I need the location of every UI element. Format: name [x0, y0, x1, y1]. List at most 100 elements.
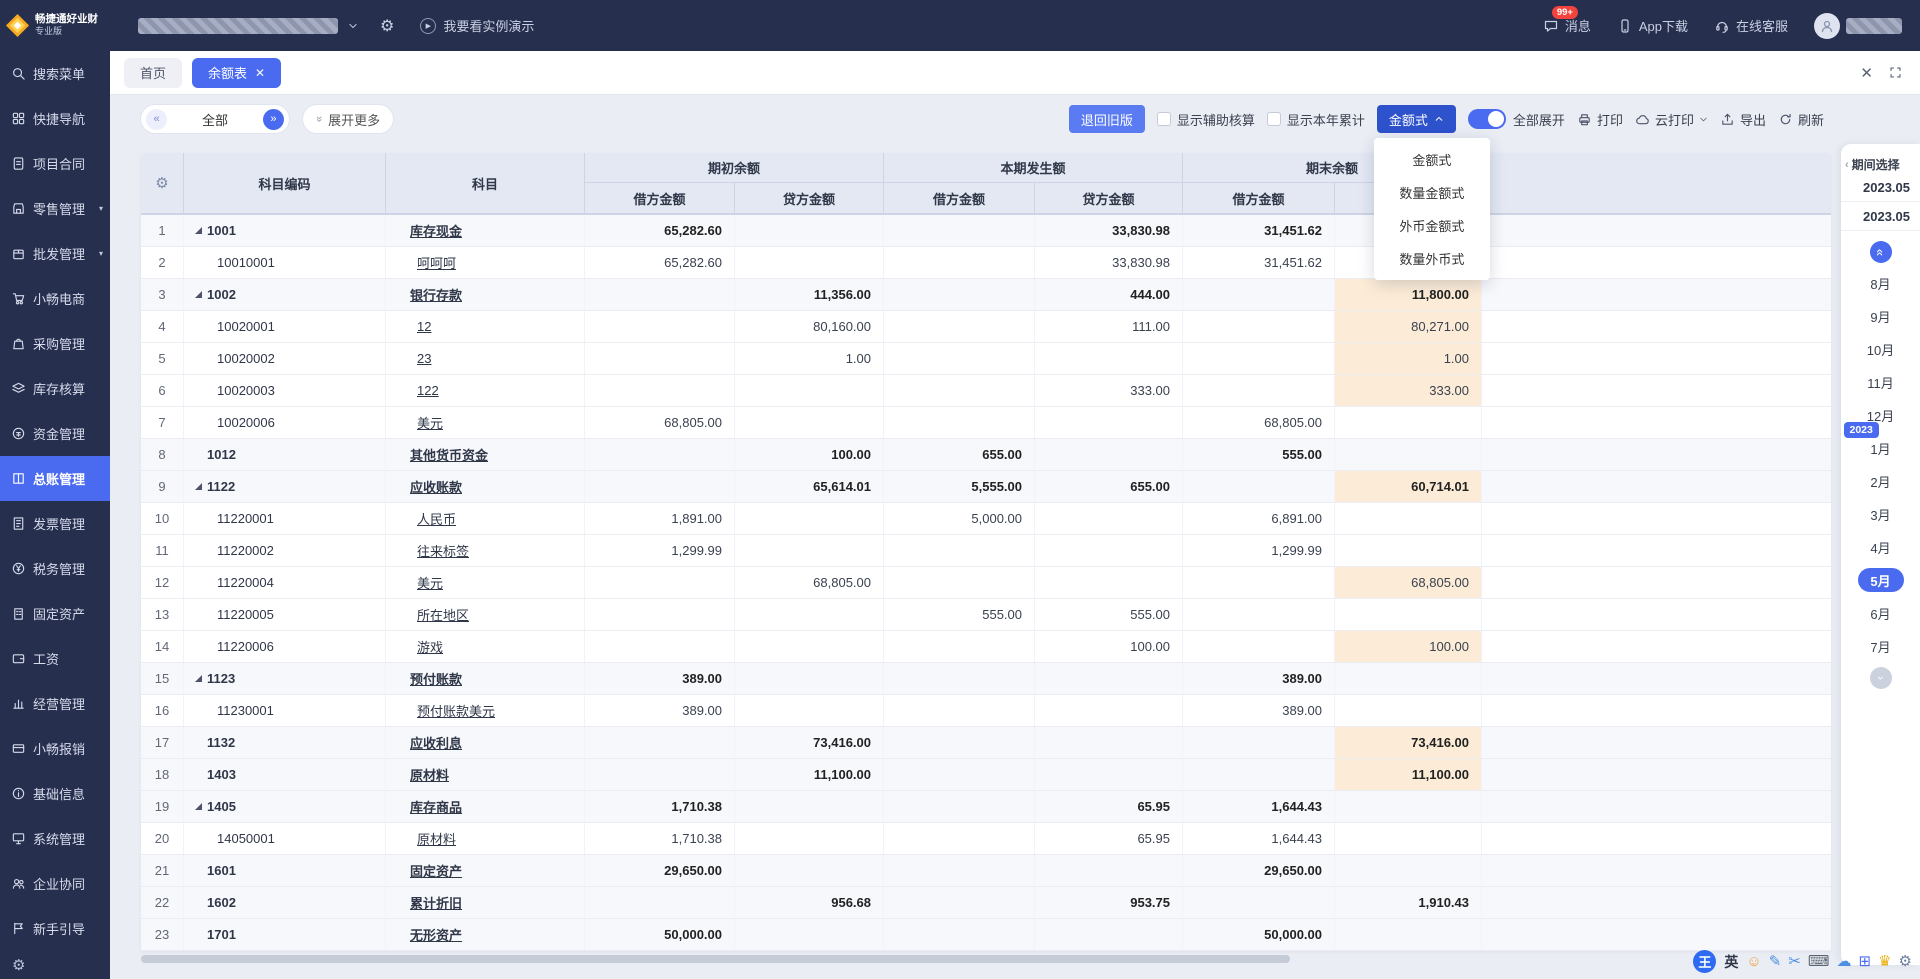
- horizontal-scrollbar-thumb[interactable]: [141, 955, 1291, 963]
- expand-more-button[interactable]: » 展开更多: [302, 104, 395, 134]
- account-name-link[interactable]: 往来标签: [417, 544, 470, 559]
- expand-toggle-icon[interactable]: [192, 483, 205, 490]
- period-month-1月[interactable]: 1月: [1870, 441, 1891, 457]
- account-name-link[interactable]: 原材料: [410, 768, 450, 783]
- account-name-link[interactable]: 银行存款: [410, 288, 463, 303]
- grid-icon[interactable]: ⊞: [1858, 953, 1872, 970]
- sidebar-item-tax[interactable]: 税务管理: [0, 546, 110, 591]
- account-name-link[interactable]: 原材料: [417, 832, 457, 847]
- period-month-3月[interactable]: 3月: [1870, 507, 1891, 523]
- period-month-6月[interactable]: 6月: [1870, 606, 1891, 622]
- org-selector[interactable]: [138, 17, 358, 34]
- scissors-icon[interactable]: ✂: [1788, 953, 1801, 970]
- format-menu-item-0[interactable]: 金额式: [1412, 153, 1452, 168]
- show-ytd-checkbox-group[interactable]: 显示本年累计: [1266, 110, 1365, 129]
- smiley-icon[interactable]: ☺: [1746, 953, 1762, 970]
- period-month-4月[interactable]: 4月: [1870, 540, 1891, 556]
- account-name-link[interactable]: 应收账款: [410, 480, 463, 495]
- format-menu-item-3[interactable]: 数量外币式: [1399, 252, 1465, 267]
- format-menu-item-2[interactable]: 外币金额式: [1399, 219, 1465, 234]
- period-month-2月[interactable]: 2月: [1870, 474, 1891, 490]
- tab-close-icon[interactable]: ✕: [255, 65, 266, 80]
- table-row-11220002[interactable]: 11 11220002 往来标签 1,299.99 1,299.99: [141, 535, 1831, 567]
- table-row-1012[interactable]: 8 1012 其他货币资金 100.00 655.00 555.00: [141, 439, 1831, 471]
- account-name-link[interactable]: 122: [417, 383, 439, 398]
- close-icon[interactable]: ✕: [1860, 64, 1873, 82]
- table-row-11220005[interactable]: 13 11220005 所在地区 555.00 555.00: [141, 599, 1831, 631]
- account-name-link[interactable]: 库存商品: [410, 800, 463, 815]
- fullscreen-icon[interactable]: [1889, 66, 1902, 79]
- user-menu[interactable]: [1814, 12, 1902, 39]
- expand-toggle-icon[interactable]: [192, 227, 205, 234]
- account-name-link[interactable]: 人民币: [417, 512, 457, 527]
- sidebar-item-search[interactable]: 搜索菜单: [0, 51, 110, 96]
- pen-icon[interactable]: ✎: [1768, 953, 1782, 970]
- subject-scope-selector[interactable]: « 全部 »: [140, 104, 290, 134]
- next-subject-icon[interactable]: »: [262, 108, 284, 130]
- months-scroll-up-button[interactable]: «: [1869, 241, 1892, 263]
- months-scroll-down-button[interactable]: ›: [1869, 667, 1892, 689]
- account-name-link[interactable]: 美元: [417, 576, 444, 591]
- expand-toggle-icon[interactable]: [192, 675, 205, 682]
- account-name-link[interactable]: 其他货币资金: [410, 448, 489, 463]
- back-to-old-button[interactable]: 退回旧版: [1068, 105, 1145, 133]
- account-name-link[interactable]: 所在地区: [417, 608, 470, 623]
- table-row-10020001[interactable]: 4 10020001 12 80,160.00 111.00 80,271.00: [141, 311, 1831, 343]
- account-name-link[interactable]: 游戏: [417, 640, 444, 655]
- period-to[interactable]: 2023.05: [1841, 202, 1920, 231]
- panel-collapse-icon[interactable]: ‹: [1845, 158, 1849, 171]
- sidebar-item-layers[interactable]: 库存核算: [0, 366, 110, 411]
- table-row-10020003[interactable]: 6 10020003 122 333.00 333.00: [141, 375, 1831, 407]
- sidebar-item-invoice[interactable]: 发票管理: [0, 501, 110, 546]
- sidebar-item-monitor[interactable]: 系统管理: [0, 816, 110, 861]
- account-name-link[interactable]: 12: [417, 319, 432, 334]
- account-name-link[interactable]: 应收利息: [410, 736, 463, 751]
- account-name-link[interactable]: 固定资产: [410, 864, 463, 879]
- account-name-link[interactable]: 预付账款: [410, 672, 463, 687]
- sidebar-item-box[interactable]: 批发管理 ▾: [0, 231, 110, 276]
- table-row-10020002[interactable]: 5 10020002 23 1.00 1.00: [141, 343, 1831, 375]
- sidebar-item-book[interactable]: 总账管理: [0, 456, 110, 501]
- topbar-gear-icon[interactable]: ⚙: [380, 17, 395, 35]
- export-button[interactable]: 导出: [1720, 110, 1766, 129]
- period-month-5月[interactable]: 5月: [1857, 568, 1904, 592]
- print-button[interactable]: 打印: [1577, 110, 1623, 129]
- table-row-1701[interactable]: 23 1701 无形资产 50,000.00 50,000.00: [141, 919, 1831, 951]
- expand-all-toggle[interactable]: [1467, 109, 1506, 129]
- sidebar-item-store[interactable]: 零售管理 ▾: [0, 186, 110, 231]
- cloud-icon[interactable]: ☁: [1836, 953, 1852, 970]
- table-row-1405[interactable]: 19 1405 库存商品 1,710.38 65.95 1,644.43: [141, 791, 1831, 823]
- sidebar-item-cart[interactable]: 小畅电商: [0, 276, 110, 321]
- refresh-button[interactable]: 刷新: [1778, 110, 1824, 129]
- sidebar-item-building[interactable]: 固定资产: [0, 591, 110, 636]
- table-row-10010001[interactable]: 2 10010001 呵呵呵 65,282.60 33,830.98 31,451.62: [141, 247, 1831, 279]
- period-month-12月[interactable]: 12月: [1866, 408, 1895, 424]
- ime-language-indicator[interactable]: 英: [1724, 953, 1739, 970]
- account-name-link[interactable]: 呵呵呵: [417, 256, 457, 271]
- sidebar-item-people[interactable]: 企业协同: [0, 861, 110, 906]
- table-row-11220001[interactable]: 10 11220001 人民币 1,891.00 5,000.00 6,891.00: [141, 503, 1831, 535]
- keyboard-icon[interactable]: ⌨: [1807, 953, 1830, 970]
- prev-subject-icon[interactable]: «: [146, 108, 167, 130]
- sidebar-settings-gear-icon[interactable]: ⚙: [12, 957, 26, 974]
- checkbox-aux[interactable]: [1156, 112, 1171, 126]
- checkbox-ytd[interactable]: [1266, 112, 1281, 126]
- sidebar-item-info[interactable]: 基础信息: [0, 771, 110, 816]
- sidebar-item-coin[interactable]: 资金管理: [0, 411, 110, 456]
- messages-button[interactable]: 99+ 消息: [1543, 6, 1591, 35]
- format-menu-item-1[interactable]: 数量金额式: [1399, 186, 1465, 201]
- table-row-11220006[interactable]: 14 11220006 游戏 100.00 100.00: [141, 631, 1831, 663]
- sidebar-item-grid[interactable]: 快捷导航: [0, 96, 110, 141]
- account-name-link[interactable]: 库存现金: [410, 224, 463, 239]
- account-name-link[interactable]: 累计折旧: [410, 896, 463, 911]
- table-row-1601[interactable]: 21 1601 固定资产 29,650.00 29,650.00: [141, 855, 1831, 887]
- tab-balance-sheet[interactable]: 余额表 ✕: [192, 57, 282, 88]
- table-row-1123[interactable]: 15 1123 预付账款 389.00 389.00: [141, 663, 1831, 695]
- column-settings-gear-icon[interactable]: ⚙: [141, 153, 184, 214]
- app-download-button[interactable]: App下载: [1617, 16, 1688, 35]
- sidebar-item-bag[interactable]: 采购管理: [0, 321, 110, 366]
- demo-link[interactable]: ▶ 我要看实例演示: [420, 16, 534, 35]
- cloud-print-button[interactable]: 云打印: [1635, 110, 1708, 129]
- period-month-11月[interactable]: 11月: [1867, 375, 1894, 391]
- format-button[interactable]: 金额式: [1376, 105, 1456, 133]
